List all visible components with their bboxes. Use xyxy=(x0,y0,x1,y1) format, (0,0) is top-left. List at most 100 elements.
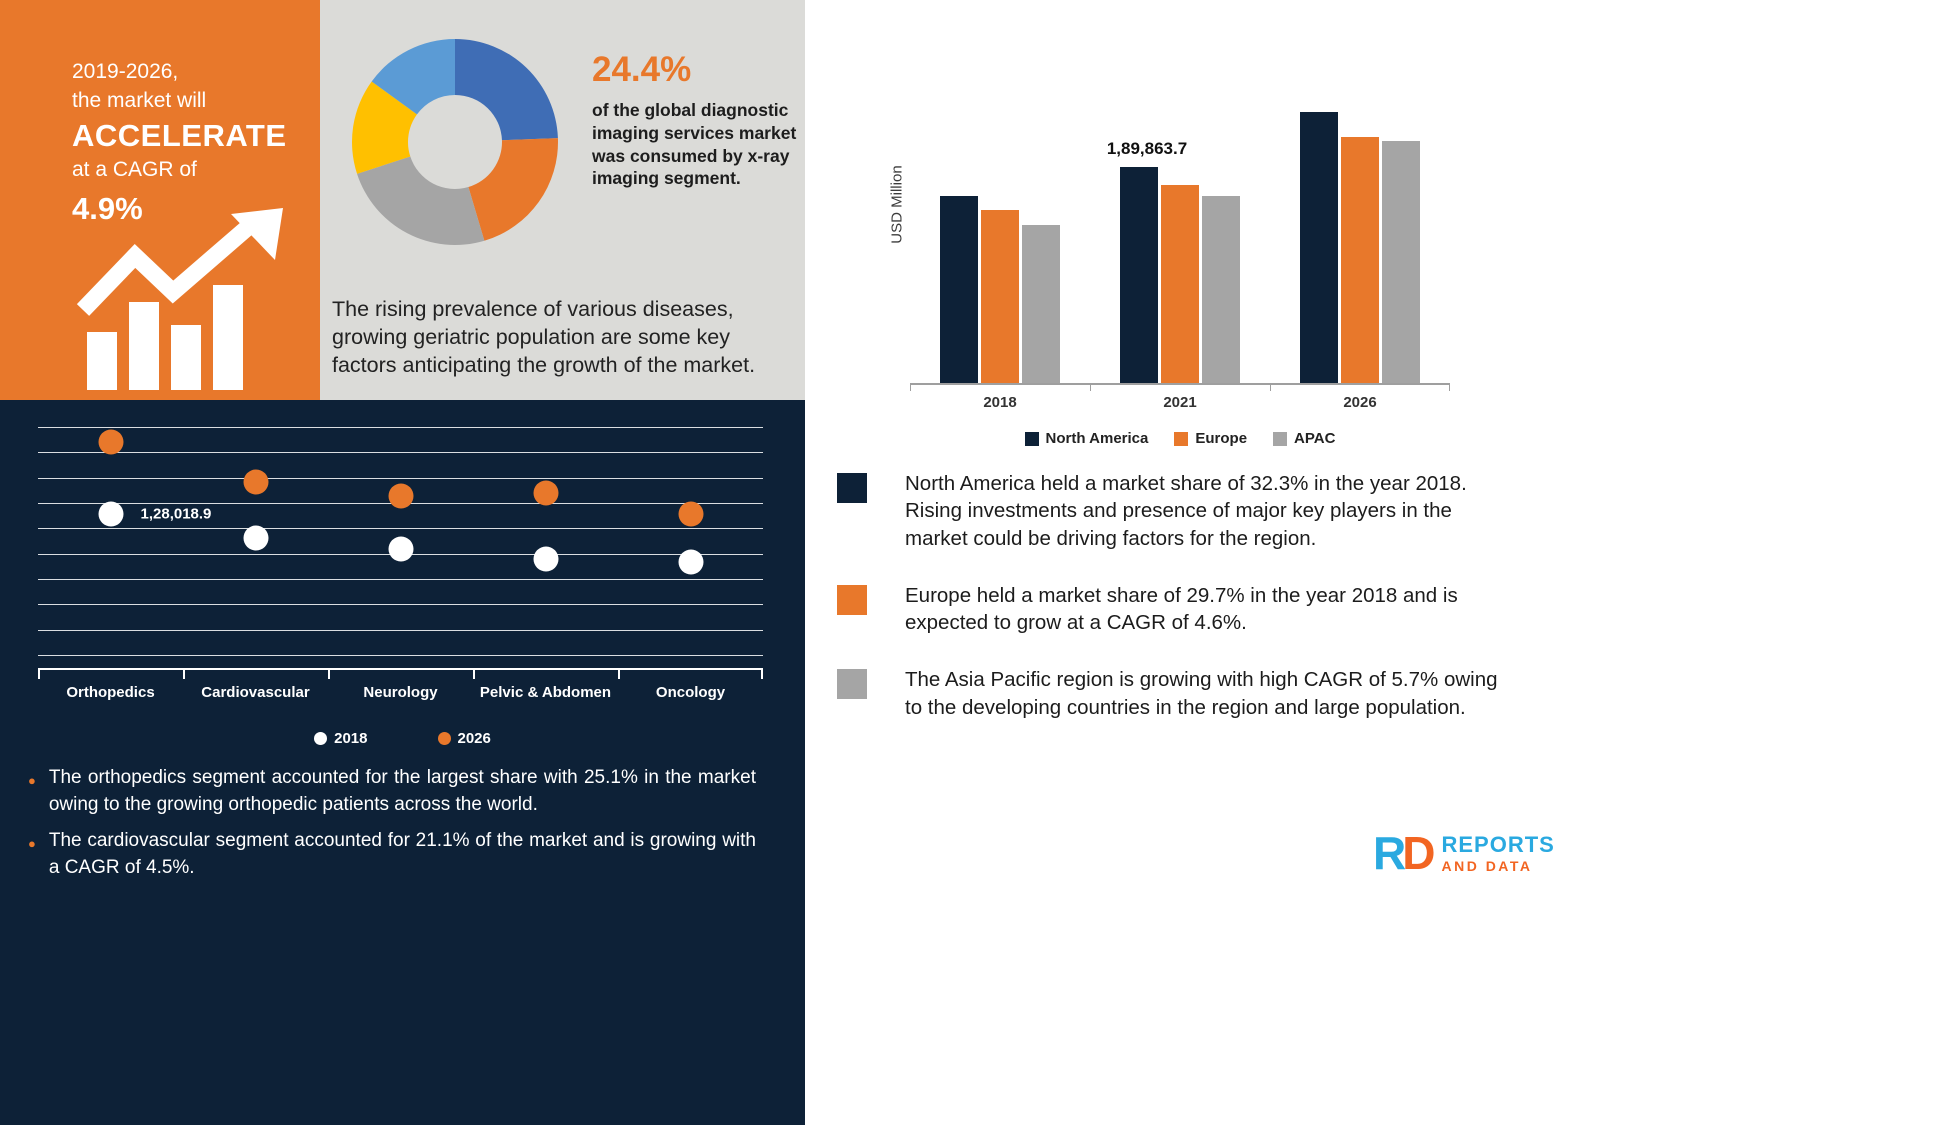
logo-text: REPORTS AND DATA xyxy=(1441,832,1554,874)
logo-line2: AND DATA xyxy=(1441,858,1533,874)
bar-APAC-2026 xyxy=(1382,140,1420,383)
accelerate-line2: the market will xyxy=(72,88,207,112)
dot-2026-Cardiovascular xyxy=(243,469,268,495)
bar-chart-legend: North America Europe APAC xyxy=(910,430,1450,447)
legend-label: 2026 xyxy=(457,730,491,747)
logo-mark: RD xyxy=(1373,827,1436,879)
logo-mark-r: R xyxy=(1373,827,1406,879)
bar-axis-tick xyxy=(1270,385,1271,391)
axis-tick xyxy=(328,670,330,679)
segment-bullet-text: The cardiovascular segment accounted for… xyxy=(48,830,756,878)
region-bullet-text: Europe held a market share of 29.7% in t… xyxy=(905,583,1458,634)
xray-headline-text: of the global diagnostic imaging service… xyxy=(592,100,797,189)
region-bullet: North America held a market share of 32.… xyxy=(837,470,1505,552)
market-growth-text: The rising prevalence of various disease… xyxy=(332,297,756,377)
gridline xyxy=(38,427,763,428)
donut-chart xyxy=(352,39,558,245)
bar-legend-item-North America: North America xyxy=(1024,430,1149,447)
bar-legend-item-Europe: Europe xyxy=(1174,430,1247,447)
region-bullets: North America held a market share of 32.… xyxy=(837,470,1505,751)
axis-tick xyxy=(618,670,620,679)
category-label-Pelvic & Abdomen: Pelvic & Abdomen xyxy=(479,684,612,701)
region-bullet: The Asia Pacific region is growing with … xyxy=(837,666,1505,721)
bar-APAC-2021 xyxy=(1202,196,1240,383)
dot-2026-Orthopedics xyxy=(98,429,123,455)
bar-axis-tick xyxy=(1090,385,1091,391)
legend-label: 2018 xyxy=(334,730,368,747)
legend-square-icon xyxy=(1024,431,1039,446)
dot-2018-Oncology xyxy=(678,549,703,575)
bar-North America-2026 xyxy=(1300,112,1338,383)
donut-segment-X-ray imaging xyxy=(455,39,558,141)
category-label-Orthopedics: Orthopedics xyxy=(66,684,155,701)
legend-label: Europe xyxy=(1195,430,1248,447)
segment-bullet: ● The cardiovascular segment accounted fo… xyxy=(28,828,756,881)
axis-tick xyxy=(473,670,475,679)
gridline xyxy=(38,655,763,656)
axis-tick xyxy=(761,670,763,679)
segment-dot-plot: 1,28,018.9 xyxy=(38,427,763,656)
accelerate-period: 2019-2026, xyxy=(72,60,179,83)
bar-Europe-2021 xyxy=(1161,185,1199,383)
dot-plot-legend: 2018 2026 xyxy=(0,730,805,747)
dot-2026-Neurology xyxy=(388,483,413,509)
bar-axis-tick xyxy=(910,385,911,391)
dot-2018-Orthopedics xyxy=(98,501,123,527)
category-label-Cardiovascular: Cardiovascular xyxy=(201,684,310,701)
bullet-marker-icon: ● xyxy=(28,773,36,788)
bar-x-label-2018: 2018 xyxy=(983,394,1017,411)
legend-square-icon xyxy=(1273,431,1288,446)
accelerate-panel: 2019-2026, the market will ACCELERATE at… xyxy=(0,0,320,400)
legend-dot-icon xyxy=(314,732,328,745)
segment-bullets: ● The orthopedics segment accounted for t… xyxy=(28,765,756,891)
segment-bullet: ● The orthopedics segment accounted for t… xyxy=(28,765,756,818)
donut-segment-segment-4 xyxy=(352,81,417,174)
bar-legend-item-APAC: APAC xyxy=(1273,430,1335,447)
logo-line1: REPORTS xyxy=(1441,832,1555,857)
bar-value-label: 1,89,863.7 xyxy=(1106,138,1188,158)
legend-label: North America xyxy=(1045,430,1149,447)
legend-dot-icon xyxy=(437,732,451,745)
axis-tick xyxy=(183,670,185,679)
region-legend-square xyxy=(837,669,867,700)
legend-label: APAC xyxy=(1294,430,1336,447)
donut-segment-segment-3 xyxy=(357,156,485,245)
dot-2018-Cardiovascular xyxy=(243,525,268,551)
bar-chart-y-axis-label: USD Million xyxy=(888,165,906,244)
gridline xyxy=(38,477,763,479)
category-label-Oncology: Oncology xyxy=(655,684,726,701)
dot-plot-value-label: 1,28,018.9 xyxy=(140,505,212,523)
dot-legend-item-2018: 2018 xyxy=(314,730,368,747)
accelerate-text: 2019-2026, the market will ACCELERATE at… xyxy=(72,58,287,231)
donut-segment-segment-2 xyxy=(468,138,558,241)
region-legend-square xyxy=(837,473,867,503)
bar-Europe-2026 xyxy=(1341,137,1379,383)
dot-2018-Neurology xyxy=(388,536,413,562)
category-label-Neurology: Neurology xyxy=(363,684,438,701)
cagr-value: 4.9% xyxy=(72,191,143,227)
xray-headline: 24.4% of the global diagnostic imaging s… xyxy=(592,50,820,190)
logo-mark-d: D xyxy=(1402,827,1435,879)
dot-legend-item-2026: 2026 xyxy=(437,730,491,747)
dot-plot-axis: Orthopedics Cardiovascular Neurology Pelvic… xyxy=(38,668,763,701)
region-panel: USD Million 1,89,863.7 2018 2021 2026 Nort… xyxy=(805,0,1959,1125)
gridline xyxy=(38,528,763,530)
segment-panel: 1,28,018.9 Orthopedics Cardiovascular Neur… xyxy=(0,400,805,1125)
region-bullet: Europe held a market share of 29.7% in t… xyxy=(837,582,1505,637)
gridline xyxy=(38,604,763,606)
bar-x-label-2026: 2026 xyxy=(1343,394,1377,411)
bar-axis-tick xyxy=(1449,385,1450,391)
donut-segment-segment-5 xyxy=(371,39,455,115)
bar-North America-2021 xyxy=(1120,166,1158,383)
region-bullet-text: The Asia Pacific region is growing with … xyxy=(905,668,1498,719)
bar-x-label-2021: 2021 xyxy=(1163,394,1197,411)
segment-bullet-text: The orthopedics segment accounted for th… xyxy=(48,767,756,815)
legend-square-icon xyxy=(1174,431,1189,446)
accelerate-keyword: ACCELERATE xyxy=(72,117,287,153)
xray-share-value: 24.4% xyxy=(592,50,692,89)
bar-North America-2018 xyxy=(940,196,978,383)
bullet-marker-icon: ● xyxy=(28,836,36,852)
growth-arrow-icon xyxy=(76,208,283,390)
region-bullet-text: North America held a market share of 32.… xyxy=(905,472,1467,550)
